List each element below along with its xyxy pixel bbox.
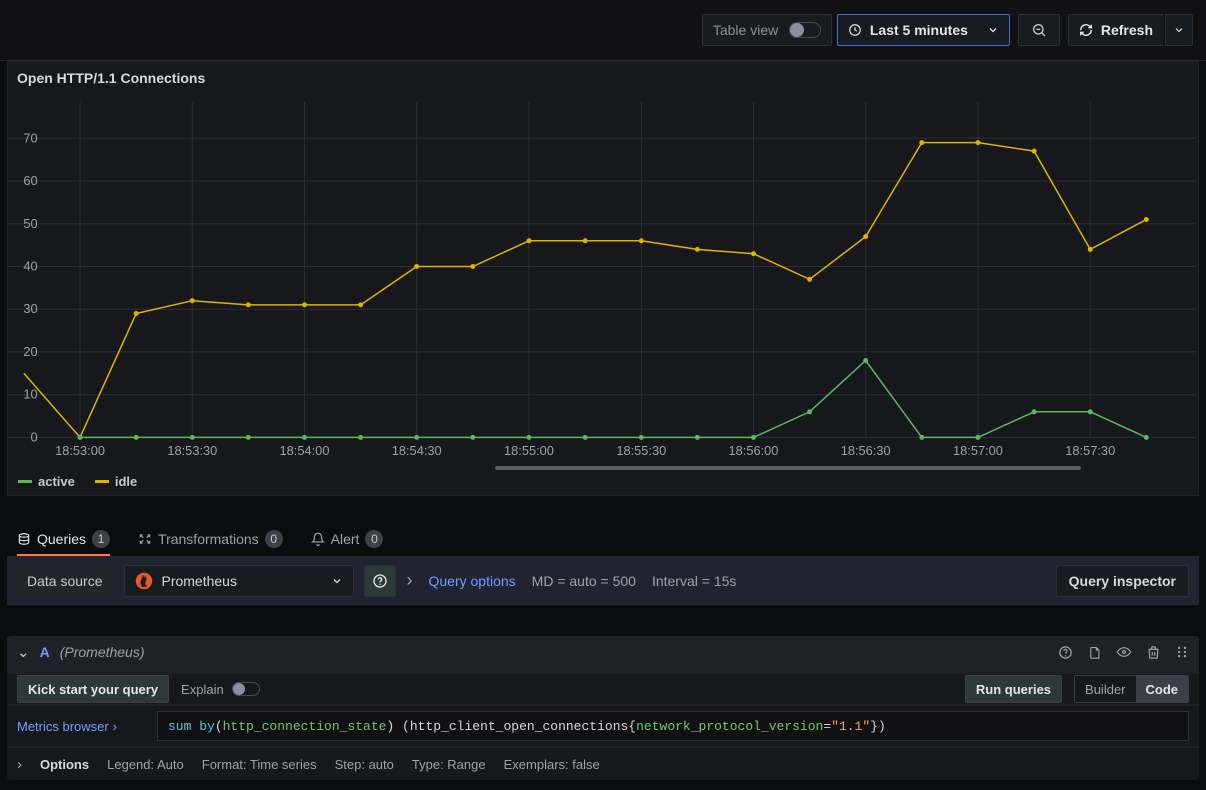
svg-text:50: 50 [23, 216, 37, 231]
svg-text:18:55:00: 18:55:00 [504, 443, 554, 458]
svg-text:18:56:30: 18:56:30 [841, 443, 891, 458]
svg-text:18:57:00: 18:57:00 [953, 443, 1003, 458]
svg-text:18:57:30: 18:57:30 [1065, 443, 1115, 458]
svg-text:18:53:00: 18:53:00 [55, 443, 105, 458]
svg-text:30: 30 [23, 301, 37, 316]
svg-text:10: 10 [23, 387, 37, 402]
svg-text:18:53:30: 18:53:30 [167, 443, 217, 458]
svg-text:20: 20 [23, 344, 37, 359]
svg-text:40: 40 [23, 258, 37, 273]
svg-text:0: 0 [30, 429, 37, 444]
svg-text:18:54:00: 18:54:00 [280, 443, 330, 458]
svg-text:70: 70 [23, 130, 37, 145]
svg-text:18:56:00: 18:56:00 [729, 443, 779, 458]
svg-text:18:55:30: 18:55:30 [616, 443, 666, 458]
svg-text:18:54:30: 18:54:30 [392, 443, 442, 458]
svg-text:60: 60 [23, 173, 37, 188]
